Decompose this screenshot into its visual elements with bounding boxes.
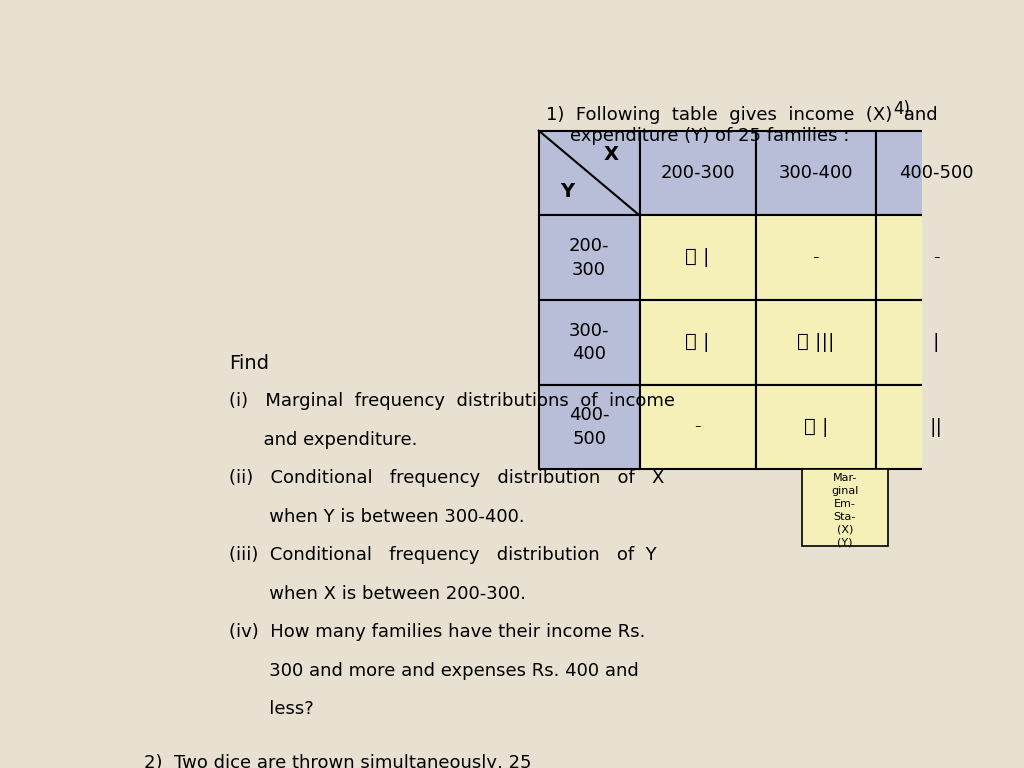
Text: 200-
300: 200- 300: [569, 237, 609, 279]
Bar: [539, 215, 640, 300]
Text: 200-300: 200-300: [660, 164, 735, 182]
Bar: [876, 385, 996, 469]
Bar: [756, 131, 876, 215]
Text: 400-
500: 400- 500: [569, 406, 609, 448]
Text: ≌ |: ≌ |: [685, 248, 710, 267]
Text: (iv)  How many families have their income Rs.: (iv) How many families have their income…: [228, 624, 645, 641]
Text: ≌ |||: ≌ |||: [797, 333, 835, 352]
Text: Em-: Em-: [834, 499, 856, 509]
Bar: [756, 300, 876, 385]
Text: 400-500: 400-500: [899, 164, 973, 182]
Text: 4): 4): [894, 100, 910, 118]
Text: Find: Find: [228, 354, 268, 373]
Text: (iii)  Conditional   frequency   distribution   of  Y: (iii) Conditional frequency distribution…: [228, 547, 656, 564]
Text: and expenditure.: and expenditure.: [228, 431, 417, 449]
Text: ||: ||: [930, 418, 942, 437]
Bar: [802, 469, 888, 547]
Text: 1)  Following  table  gives  income  (X)  and: 1) Following table gives income (X) and: [547, 106, 938, 124]
Text: (X): (X): [837, 525, 853, 535]
Text: (ii)   Conditional   frequency   distribution   of   X: (ii) Conditional frequency distribution …: [228, 469, 665, 488]
Text: Sta-: Sta-: [834, 512, 856, 522]
Text: |: |: [933, 333, 939, 352]
Bar: [640, 385, 756, 469]
Text: -: -: [694, 418, 701, 436]
Bar: [539, 300, 640, 385]
Text: 300-
400: 300- 400: [569, 322, 609, 363]
Text: X: X: [604, 145, 618, 164]
Text: when X is between 200-300.: when X is between 200-300.: [228, 585, 525, 603]
Bar: [640, 300, 756, 385]
Text: 300-400: 300-400: [778, 164, 853, 182]
Text: ≌ |: ≌ |: [685, 333, 710, 352]
Bar: [756, 385, 876, 469]
Text: -: -: [812, 249, 819, 266]
Bar: [640, 215, 756, 300]
Text: Mar-: Mar-: [833, 473, 857, 483]
Bar: [539, 385, 640, 469]
Text: expenditure (Y) of 25 families :: expenditure (Y) of 25 families :: [569, 127, 849, 145]
Text: ginal: ginal: [831, 486, 858, 496]
Bar: [539, 131, 640, 215]
Bar: [876, 131, 996, 215]
Text: ≌ |: ≌ |: [804, 418, 828, 437]
Text: 300 and more and expenses Rs. 400 and: 300 and more and expenses Rs. 400 and: [228, 662, 639, 680]
Bar: [876, 300, 996, 385]
Text: -: -: [933, 249, 939, 266]
Bar: [876, 215, 996, 300]
Text: Y: Y: [560, 182, 574, 201]
Text: less?: less?: [228, 700, 313, 718]
Text: 2)  Two dice are thrown simultaneously, 25: 2) Two dice are thrown simultaneously, 2…: [143, 754, 531, 768]
Text: when Y is between 300-400.: when Y is between 300-400.: [228, 508, 524, 526]
Text: (i)   Marginal  frequency  distributions  of  income: (i) Marginal frequency distributions of …: [228, 392, 675, 410]
Bar: [640, 131, 756, 215]
Bar: [756, 215, 876, 300]
Text: (Y): (Y): [838, 538, 853, 548]
